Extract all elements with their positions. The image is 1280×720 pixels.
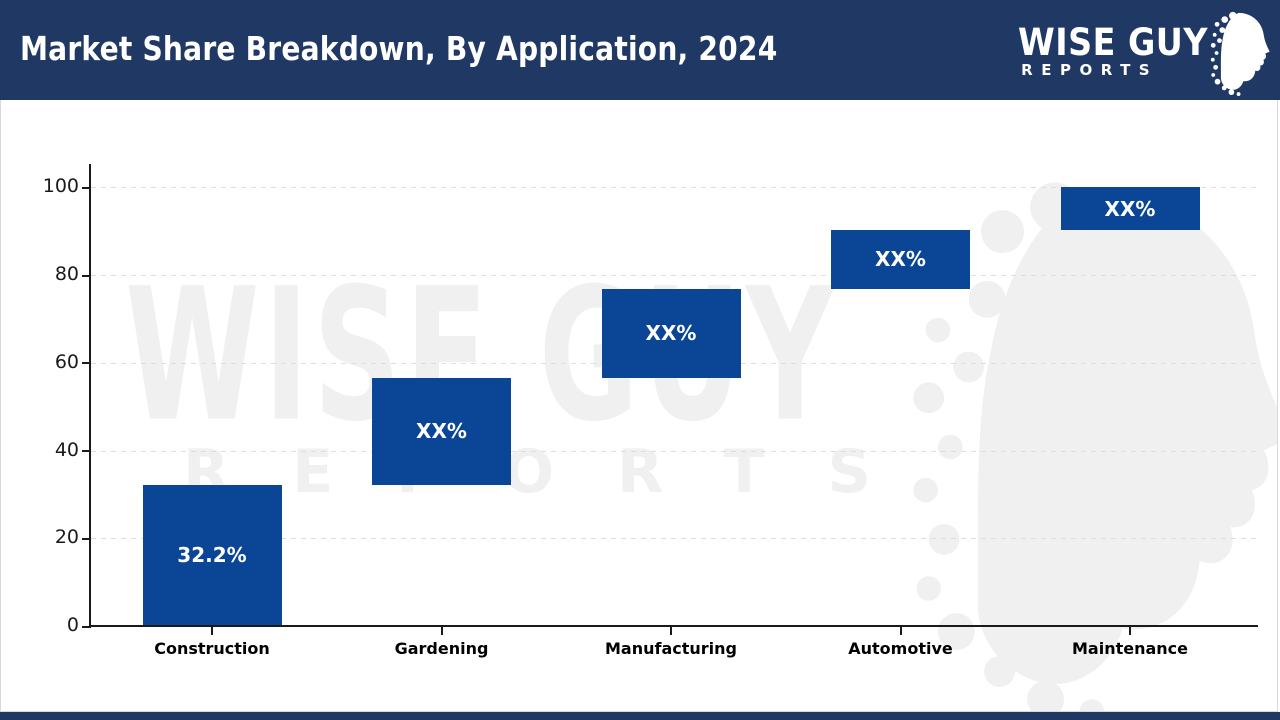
gridline-80 xyxy=(91,275,1258,276)
y-tick-100 xyxy=(82,186,90,189)
y-tick-label-60: 60 xyxy=(54,350,79,373)
bar-label-construction: 32.2% xyxy=(177,543,247,568)
x-tick-label-construction: Construction xyxy=(154,639,270,658)
bar-label-automotive: XX% xyxy=(875,247,926,272)
y-tick-40 xyxy=(82,450,90,452)
gridline-20 xyxy=(91,538,1258,540)
y-tick-label-20: 20 xyxy=(54,526,79,549)
footer-bar xyxy=(0,712,1280,720)
y-axis-spine xyxy=(89,164,91,628)
y-tick-20 xyxy=(82,537,90,540)
gridline-100 xyxy=(91,187,1258,189)
x-tick-label-manufacturing: Manufacturing xyxy=(605,639,737,658)
chart-title: Market Share Breakdown, By Application, … xyxy=(20,29,778,68)
y-tick-80 xyxy=(82,274,90,277)
bar-gardening xyxy=(372,377,511,485)
bar-construction xyxy=(142,484,282,626)
wise-guy-reports-logo: WISE GUY REPORTS xyxy=(1018,10,1272,96)
x-tick-construction xyxy=(211,627,213,635)
x-axis-spine xyxy=(89,625,1258,627)
y-tick-label-40: 40 xyxy=(54,438,79,461)
y-tick-label-0: 0 xyxy=(66,614,79,636)
x-tick-manufacturing xyxy=(670,627,672,635)
gridline-40 xyxy=(91,450,1258,452)
logo-wordmark: WISE GUY xyxy=(1018,20,1209,65)
x-tick-automotive xyxy=(899,627,902,635)
bar-label-maintenance: XX% xyxy=(1104,196,1156,221)
logo-subtitle: REPORTS xyxy=(1021,61,1159,79)
y-tick-0 xyxy=(82,625,90,628)
y-tick-label-100: 100 xyxy=(42,175,79,198)
bar-label-gardening: XX% xyxy=(416,419,467,444)
x-tick-maintenance xyxy=(1129,627,1131,635)
header-bar: Market Share Breakdown, By Application, … xyxy=(0,0,1280,100)
chart-area: WISE GUY REPORTS 0 20 40 60 80 100 32.2% Constr… xyxy=(0,100,1278,712)
x-tick-gardening xyxy=(440,627,443,635)
x-tick-label-automotive: Automotive xyxy=(848,639,953,658)
x-tick-label-maintenance: Maintenance xyxy=(1071,639,1188,658)
y-tick-label-80: 80 xyxy=(54,263,79,285)
bar-manufacturing xyxy=(601,288,741,378)
x-tick-label-gardening: Gardening xyxy=(394,639,489,658)
logo-text: WISE GUY REPORTS xyxy=(1018,24,1212,78)
dotted-head-icon xyxy=(1210,11,1270,96)
bar-label-manufacturing: XX% xyxy=(645,321,697,346)
y-tick-60 xyxy=(82,362,90,365)
